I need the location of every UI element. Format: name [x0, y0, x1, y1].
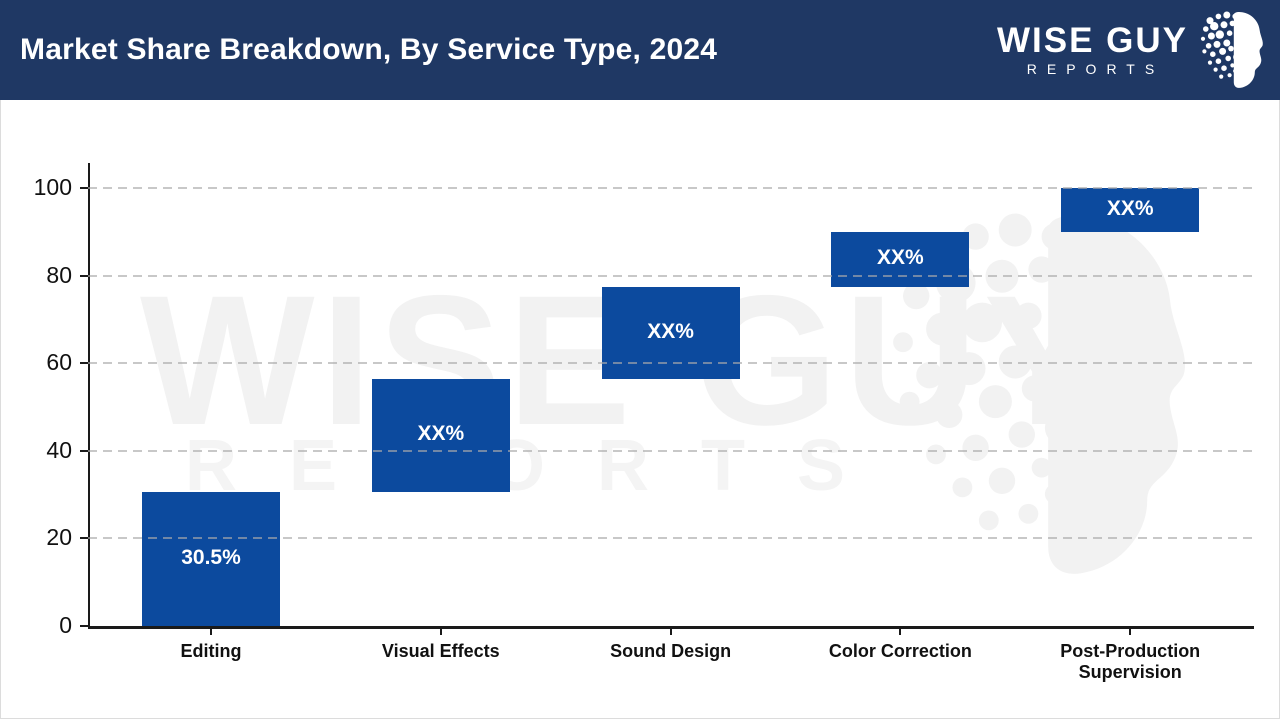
watermark-subtitle: REPORTS — [185, 426, 898, 506]
dotted-face-icon — [1200, 11, 1263, 88]
x-axis-label: Sound Design — [610, 641, 732, 661]
y-tick-label: 0 — [59, 612, 72, 638]
y-tick-label: 60 — [46, 349, 72, 376]
x-tick — [210, 628, 212, 635]
header-bar: Market Share Breakdown, By Service Type,… — [0, 0, 1280, 100]
y-tick — [80, 362, 88, 365]
gridline-40 — [88, 449, 1254, 452]
gridline-80 — [88, 274, 1254, 277]
x-axis-label: Editing — [180, 641, 242, 661]
wise-guy-reports-logo: WISE GUY REPORTS — [997, 8, 1270, 92]
bar-4 — [831, 231, 970, 287]
x-tick — [669, 628, 672, 635]
gridline-20 — [88, 537, 1254, 540]
bar-value-label: XX% — [877, 246, 924, 270]
bar-2 — [371, 378, 510, 493]
logo-subtitle: REPORTS — [1026, 61, 1165, 77]
gridline-100 — [88, 187, 1254, 189]
logo-wordmark: WISE GUY — [996, 21, 1188, 60]
x-axis-label: Visual Effects — [381, 641, 500, 661]
x-axis-line — [88, 626, 1254, 629]
x-axis-label: Post-Production Supervision — [1060, 641, 1201, 682]
y-tick — [80, 625, 88, 627]
x-tick — [1129, 628, 1132, 635]
gridline-60 — [88, 362, 1254, 365]
bar-value-label: 30.5% — [181, 546, 241, 570]
page-title: Market Share Breakdown, By Service Type,… — [20, 33, 718, 66]
y-tick-label: 20 — [46, 524, 72, 551]
bar-value-label: XX% — [1106, 196, 1154, 220]
y-tick — [80, 187, 88, 189]
bar-value-label: XX% — [417, 422, 465, 446]
y-axis-line — [88, 163, 90, 627]
x-tick — [899, 628, 902, 635]
y-tick — [80, 449, 88, 452]
y-tick-label: 100 — [33, 174, 72, 200]
bar-1 — [142, 492, 280, 626]
y-tick-label: 40 — [46, 436, 72, 463]
x-axis-label: Color Correction — [828, 641, 972, 661]
logo-text: WISE GUY REPORTS — [996, 21, 1188, 78]
y-tick-label: 80 — [46, 261, 72, 288]
y-tick — [80, 274, 88, 277]
y-tick — [80, 537, 88, 540]
bar-5 — [1061, 188, 1200, 232]
bar-value-label: XX% — [647, 319, 694, 343]
x-tick — [439, 628, 442, 635]
